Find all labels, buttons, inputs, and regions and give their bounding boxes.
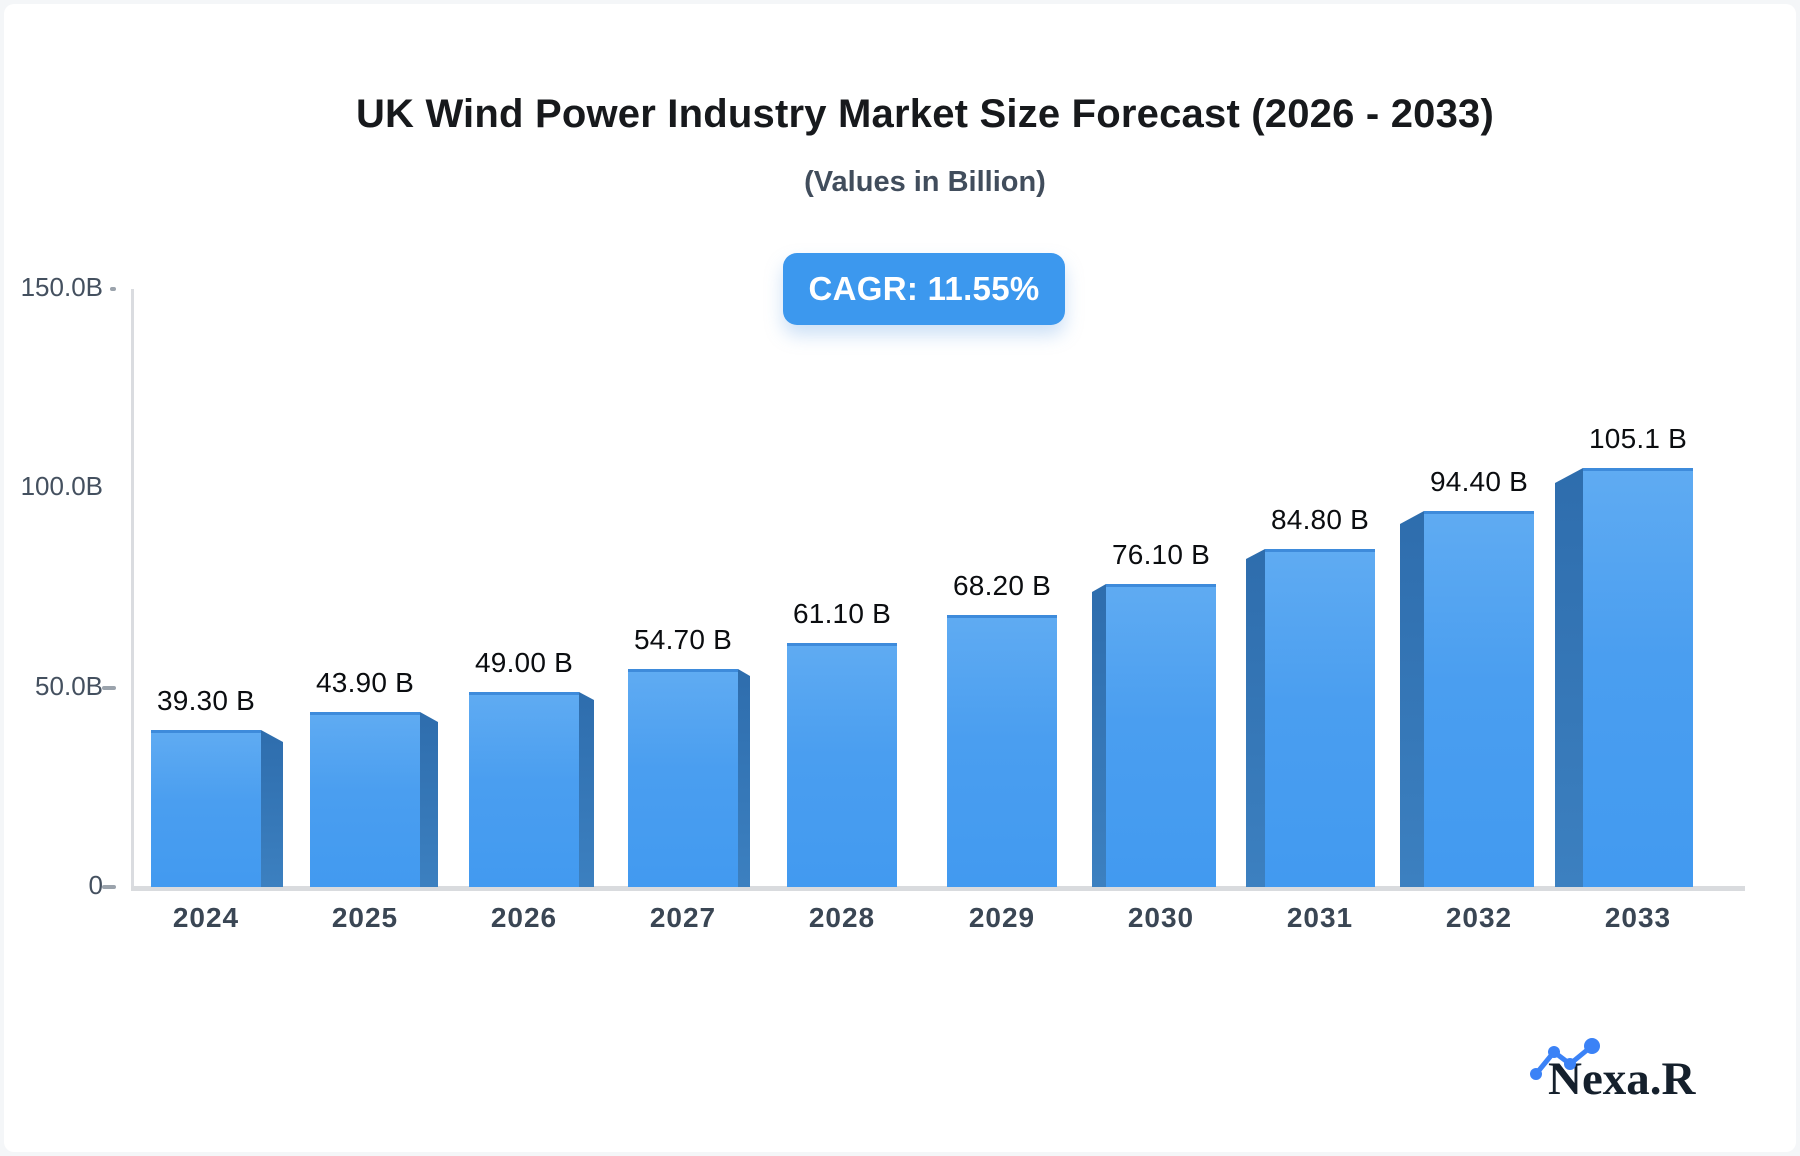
bar-value-label: 76.10 B: [1112, 539, 1210, 570]
x-axis-label-2033: 2033: [1604, 902, 1672, 933]
bar-face-2026: [469, 692, 579, 887]
y-axis-label: 50.0B: [35, 670, 103, 701]
bar-side-face: [420, 712, 438, 887]
bar-side-face: [1092, 584, 1106, 887]
x-axis-label-2024: 2024: [172, 902, 240, 933]
x-axis-label-2025: 2025: [331, 902, 399, 933]
bar-value-label: 84.80 B: [1271, 504, 1369, 535]
bar-value-label: 94.40 B: [1430, 466, 1528, 497]
bar-face-2025: [310, 712, 420, 887]
chart-title: UK Wind Power Industry Market Size Forec…: [355, 92, 1495, 136]
x-axis-label-2028: 2028: [808, 902, 876, 933]
bar-face-2032: [1424, 511, 1534, 887]
y-axis-label: 150.0B: [20, 271, 103, 302]
x-axis-label-2032: 2032: [1445, 902, 1513, 933]
y-axis-label: 0: [88, 870, 103, 900]
y-axis-line: [131, 289, 134, 889]
x-axis-label-2029: 2029: [968, 902, 1036, 933]
bar-face-2029: [947, 615, 1057, 887]
x-axis-label-2027: 2027: [649, 902, 717, 933]
bar-side-face: [1246, 549, 1265, 887]
brand-logo: Nexa.R: [1520, 1032, 1760, 1127]
line-chart-icon: [1530, 1038, 1600, 1080]
y-axis-tick: [102, 685, 116, 690]
cagr-badge: CAGR: 11.55%: [783, 253, 1065, 325]
bar-face-2031: [1265, 549, 1375, 887]
x-axis-baseline: [131, 886, 1745, 891]
bar-value-label: 39.30 B: [157, 685, 255, 716]
chart-subtitle: (Values in Billion): [804, 166, 1046, 198]
bar-value-label: 54.70 B: [634, 624, 732, 655]
bar-face-2024: [151, 730, 261, 887]
bar-value-label: 49.00 B: [475, 647, 573, 678]
bar-value-label: 43.90 B: [316, 667, 414, 698]
bar-face-2033: [1583, 468, 1693, 887]
y-axis-tick: [102, 885, 116, 889]
cagr-badge-label: CAGR: 11.55%: [808, 270, 1040, 307]
bar-side-face: [579, 692, 594, 887]
bar-face-2027: [628, 669, 738, 887]
x-axis-label-2030: 2030: [1127, 902, 1195, 933]
y-axis-label: 100.0B: [20, 471, 103, 502]
x-axis-label-2031: 2031: [1286, 902, 1354, 933]
bar-value-label: 68.20 B: [953, 570, 1051, 601]
x-axis-label-2026: 2026: [490, 902, 558, 933]
bar-face-2030: [1106, 584, 1216, 887]
bar-face-2028: [787, 643, 897, 887]
bar-side-face: [1400, 511, 1424, 887]
y-axis-tick: [110, 286, 116, 291]
bar-side-face: [261, 730, 283, 887]
bar-value-label: 105.1 B: [1589, 423, 1687, 454]
bar-side-face: [738, 669, 750, 887]
bar-side-face: [1555, 468, 1583, 887]
bar-value-label: 61.10 B: [793, 598, 891, 629]
